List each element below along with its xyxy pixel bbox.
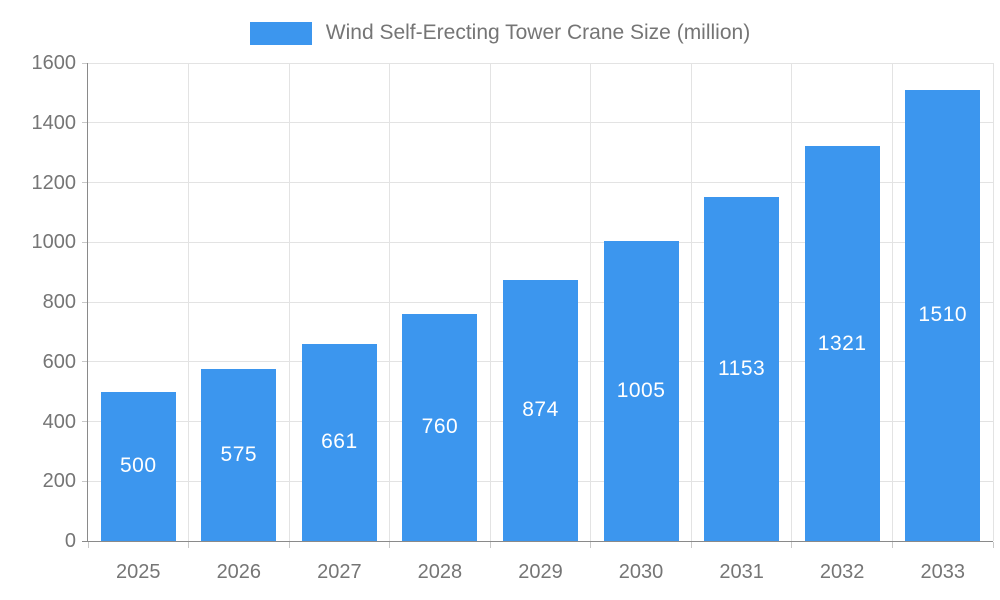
- h-gridline: [88, 182, 993, 183]
- bar[interactable]: 874: [503, 279, 578, 541]
- x-axis-label: 2027: [317, 561, 362, 583]
- x-axis-label: 2031: [719, 561, 764, 583]
- y-axis-label: 1200: [31, 171, 77, 194]
- x-axis-tick: [489, 542, 491, 548]
- h-gridline: [88, 62, 993, 64]
- x-axis-tick: [188, 542, 190, 548]
- y-axis-label: 1600: [31, 52, 77, 74]
- bar[interactable]: 760: [402, 313, 478, 541]
- v-gridline: [690, 63, 692, 541]
- y-axis-tick: [82, 301, 88, 303]
- legend-item[interactable]: Wind Self-Erecting Tower Crane Size (mil…: [249, 20, 751, 46]
- y-axis-label: 400: [42, 410, 76, 433]
- x-axis-tick: [791, 542, 793, 548]
- v-gridline: [288, 63, 290, 541]
- x-axis-line: [82, 541, 993, 542]
- chart-legend: Wind Self-Erecting Tower Crane Size (mil…: [0, 20, 1000, 46]
- bar[interactable]: 1005: [603, 240, 679, 541]
- legend-swatch-icon: [249, 21, 312, 45]
- v-gridline: [389, 63, 391, 541]
- h-gridline: [88, 122, 993, 124]
- y-axis-tick: [82, 241, 88, 243]
- x-axis-tick: [891, 542, 893, 548]
- x-axis-label: 2033: [920, 561, 965, 583]
- bar-value-label: 1153: [718, 356, 766, 380]
- h-gridline: [88, 241, 993, 243]
- y-axis-tick: [82, 122, 88, 124]
- y-axis-tick: [82, 421, 88, 422]
- legend-label: Wind Self-Erecting Tower Crane Size (mil…: [325, 21, 751, 44]
- bar-value-label: 575: [220, 443, 258, 467]
- x-axis-label: 2032: [819, 561, 865, 583]
- bar-value-label: 874: [522, 398, 559, 422]
- x-axis-tick: [87, 542, 89, 548]
- x-axis-tick: [690, 542, 692, 548]
- bar-value-label: 1510: [918, 303, 968, 327]
- x-axis-label: 2026: [216, 561, 262, 583]
- y-axis-line: [87, 63, 88, 542]
- v-gridline: [188, 63, 190, 541]
- y-axis-label: 800: [42, 291, 76, 313]
- y-axis-tick: [82, 182, 88, 183]
- bar[interactable]: 1153: [704, 196, 780, 541]
- x-axis-tick: [992, 542, 994, 548]
- y-axis-label: 600: [42, 350, 76, 373]
- bar-value-label: 500: [119, 454, 157, 478]
- bar[interactable]: 661: [301, 343, 377, 541]
- x-axis-label: 2029: [518, 561, 563, 583]
- bar[interactable]: 1321: [804, 146, 880, 541]
- bar-value-label: 1321: [817, 331, 867, 355]
- bar[interactable]: 500: [100, 391, 176, 541]
- v-gridline: [590, 63, 592, 541]
- v-gridline: [791, 63, 793, 541]
- x-axis-label: 2025: [116, 561, 161, 583]
- y-axis-label: 200: [42, 470, 76, 493]
- y-axis-label: 1400: [31, 111, 77, 134]
- y-axis-label: 1000: [31, 231, 77, 254]
- bar-value-label: 1005: [616, 378, 666, 402]
- y-axis-tick: [82, 480, 88, 482]
- y-axis-label: 0: [64, 530, 76, 552]
- v-gridline: [992, 63, 994, 541]
- x-axis-tick: [590, 542, 592, 548]
- v-gridline: [489, 63, 491, 541]
- v-gridline: [891, 63, 893, 541]
- bar-value-label: 661: [321, 430, 358, 454]
- x-axis-tick: [389, 542, 391, 548]
- x-axis-label: 2030: [618, 561, 664, 583]
- y-axis-tick: [82, 361, 88, 363]
- x-axis-tick: [288, 542, 290, 548]
- bar[interactable]: 1510: [905, 89, 981, 541]
- y-axis-tick: [82, 62, 88, 64]
- x-axis-label: 2028: [417, 561, 463, 583]
- bar-value-label: 760: [421, 415, 459, 439]
- bar[interactable]: 575: [201, 369, 277, 541]
